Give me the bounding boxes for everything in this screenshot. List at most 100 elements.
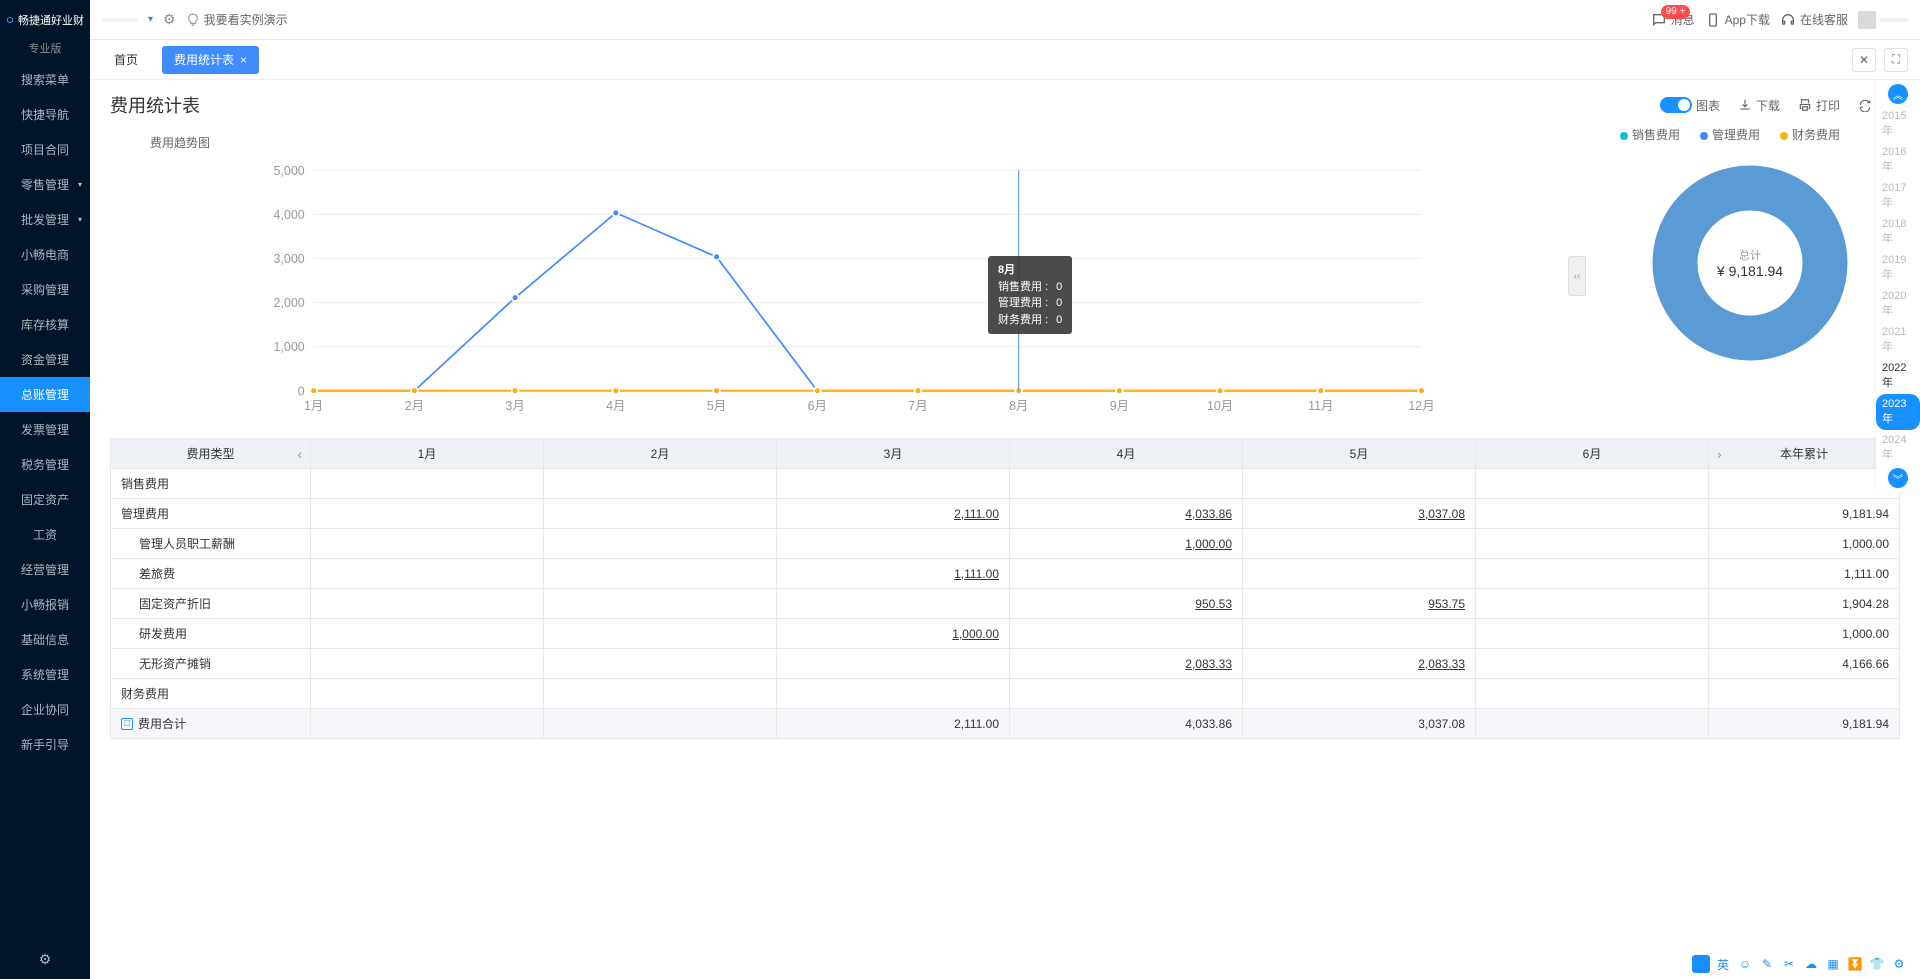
tray-icon-2[interactable]: ✎ xyxy=(1758,955,1776,973)
cell-value[interactable]: 1,111.00 xyxy=(954,567,999,581)
next-month-icon[interactable]: › xyxy=(1717,446,1722,462)
cell-value[interactable]: 2,083.33 xyxy=(1418,657,1465,671)
year-scroll-up-icon[interactable]: ︽ xyxy=(1888,84,1908,104)
cell-value[interactable]: 3,037.08 xyxy=(1418,507,1465,521)
cell-value[interactable]: 1,000.00 xyxy=(1185,537,1232,551)
sidebar-item[interactable]: 采购管理 xyxy=(0,272,90,307)
user-menu[interactable] xyxy=(1858,11,1908,29)
table-cell xyxy=(1476,619,1709,649)
chevron-down-icon: ▾ xyxy=(78,180,82,189)
tray-icon-6[interactable]: ⏬ xyxy=(1846,955,1864,973)
cell-value[interactable]: 4,033.86 xyxy=(1185,507,1232,521)
row-total: 9,181.94 xyxy=(1709,499,1899,529)
th-m1: 1月 xyxy=(311,439,544,469)
sidebar-item[interactable]: 税务管理 xyxy=(0,447,90,482)
table-cell xyxy=(311,649,544,679)
th-total: › 本年累计 xyxy=(1709,439,1899,469)
legend-item[interactable]: 管理费用 xyxy=(1700,126,1760,143)
year-item[interactable]: 2019年 xyxy=(1876,250,1920,286)
support-button[interactable]: 在线客服 xyxy=(1780,11,1848,28)
ime-lang-icon[interactable]: 英 xyxy=(1714,955,1732,973)
settings-icon[interactable]: ⚙ xyxy=(0,939,90,979)
sidebar-item[interactable]: 总账管理 xyxy=(0,377,90,412)
table-row: 固定资产折旧950.53953.751,904.28 xyxy=(111,589,1899,619)
company-selector[interactable] xyxy=(102,18,138,22)
row-label: 销售费用 xyxy=(111,469,311,499)
sidebar-item[interactable]: 固定资产 xyxy=(0,482,90,517)
year-item[interactable]: 2017年 xyxy=(1876,178,1920,214)
sidebar-item[interactable]: 快捷导航 xyxy=(0,97,90,132)
toggle-switch[interactable] xyxy=(1660,97,1692,113)
cell-value[interactable]: 950.53 xyxy=(1195,597,1232,611)
app-download-button[interactable]: App下载 xyxy=(1705,11,1770,28)
year-item[interactable]: 2024年 xyxy=(1876,430,1920,466)
expand-handle[interactable]: ‹‹ xyxy=(1568,256,1586,296)
svg-text:2月: 2月 xyxy=(405,399,424,413)
cell-value[interactable]: 2,083.33 xyxy=(1185,657,1232,671)
sidebar-item[interactable]: 搜索菜单 xyxy=(0,62,90,97)
sidebar-item[interactable]: 库存核算 xyxy=(0,307,90,342)
chevron-down-icon[interactable]: ▾ xyxy=(148,14,153,25)
table-cell: 4,033.86 xyxy=(1010,499,1243,529)
svg-text:3月: 3月 xyxy=(505,399,524,413)
year-item[interactable]: 2016年 xyxy=(1876,142,1920,178)
tray-icon-8[interactable]: ⚙ xyxy=(1890,955,1908,973)
sidebar-item[interactable]: 小畅电商 xyxy=(0,237,90,272)
legend-item[interactable]: 财务费用 xyxy=(1780,126,1840,143)
tab-active[interactable]: 费用统计表 × xyxy=(162,46,259,74)
legend-item[interactable]: 销售费用 xyxy=(1620,126,1680,143)
tabs-fullscreen-icon[interactable]: ⛶ xyxy=(1884,48,1908,72)
sidebar-item[interactable]: 小畅报销 xyxy=(0,587,90,622)
cell-value[interactable]: 2,111.00 xyxy=(954,507,999,521)
sidebar-item[interactable]: 经营管理 xyxy=(0,552,90,587)
table-cell xyxy=(1476,529,1709,559)
tab-close-icon[interactable]: × xyxy=(240,53,247,67)
app-download-label: App下载 xyxy=(1725,11,1770,28)
sidebar-item[interactable]: 发票管理 xyxy=(0,412,90,447)
print-label: 打印 xyxy=(1816,97,1840,114)
year-item[interactable]: 2015年 xyxy=(1876,106,1920,142)
svg-text:1,000: 1,000 xyxy=(274,340,305,354)
row-label: 研发费用 xyxy=(111,619,311,649)
sidebar-item[interactable]: 基础信息 xyxy=(0,622,90,657)
year-item[interactable]: 2021年 xyxy=(1876,322,1920,358)
demo-link[interactable]: 我要看实例演示 xyxy=(186,11,288,28)
year-scroll-down-icon[interactable]: ︾ xyxy=(1888,468,1908,488)
sidebar-item[interactable]: 系统管理 xyxy=(0,657,90,692)
main: ▾ ⚙ 我要看实例演示 消息 99 + App下载 在线客服 xyxy=(90,0,1920,979)
prev-month-icon[interactable]: ‹ xyxy=(297,446,302,462)
year-item[interactable]: 2022年 xyxy=(1876,358,1920,394)
print-button[interactable]: 打印 xyxy=(1798,97,1840,114)
tabs-close-all-icon[interactable]: ✕ xyxy=(1852,48,1876,72)
org-settings-icon[interactable]: ⚙ xyxy=(163,11,176,28)
tray-icon-7[interactable]: 👕 xyxy=(1868,955,1886,973)
download-button[interactable]: 下载 xyxy=(1738,97,1780,114)
sidebar-item[interactable]: 资金管理 xyxy=(0,342,90,377)
sidebar-item[interactable]: 企业协同 xyxy=(0,692,90,727)
chart-legend: 销售费用 管理费用 财务费用 xyxy=(1620,126,1880,143)
donut-chart: 销售费用管理费用财务费用 总计 ¥ 9,181.94 xyxy=(1600,126,1900,422)
sidebar-item[interactable]: 批发管理▾ xyxy=(0,202,90,237)
cell-value[interactable]: 1,000.00 xyxy=(952,627,999,641)
tray-icon-1[interactable]: ☺ xyxy=(1736,955,1754,973)
sidebar-item[interactable]: 零售管理▾ xyxy=(0,167,90,202)
cell-value[interactable]: 953.75 xyxy=(1428,597,1465,611)
tab-active-label: 费用统计表 xyxy=(174,51,234,68)
tray-icon-4[interactable]: ☁ xyxy=(1802,955,1820,973)
th-m5: 5月 xyxy=(1243,439,1476,469)
year-item[interactable]: 2018年 xyxy=(1876,214,1920,250)
sidebar-item[interactable]: 新手引导 xyxy=(0,727,90,762)
line-chart-svg: 01,0002,0003,0004,0005,0001月2月3月4月5月6月7月… xyxy=(110,159,1580,419)
table-total-row: □费用合计2,111.004,033.863,037.089,181.94 xyxy=(111,709,1899,739)
sidebar-item[interactable]: 工资 xyxy=(0,517,90,552)
sidebar-item[interactable]: 项目合同 xyxy=(0,132,90,167)
messages-button[interactable]: 消息 99 + xyxy=(1651,11,1695,28)
tray-icon-3[interactable]: ✂ xyxy=(1780,955,1798,973)
ime-main-icon[interactable]: 王 xyxy=(1692,955,1710,973)
chart-toggle[interactable]: 图表 xyxy=(1660,97,1720,114)
year-item[interactable]: 2020年 xyxy=(1876,286,1920,322)
year-item[interactable]: 2023年 xyxy=(1876,394,1920,430)
tray-icon-5[interactable]: ▦ xyxy=(1824,955,1842,973)
tab-home[interactable]: 首页 xyxy=(102,46,150,74)
support-label: 在线客服 xyxy=(1800,11,1848,28)
